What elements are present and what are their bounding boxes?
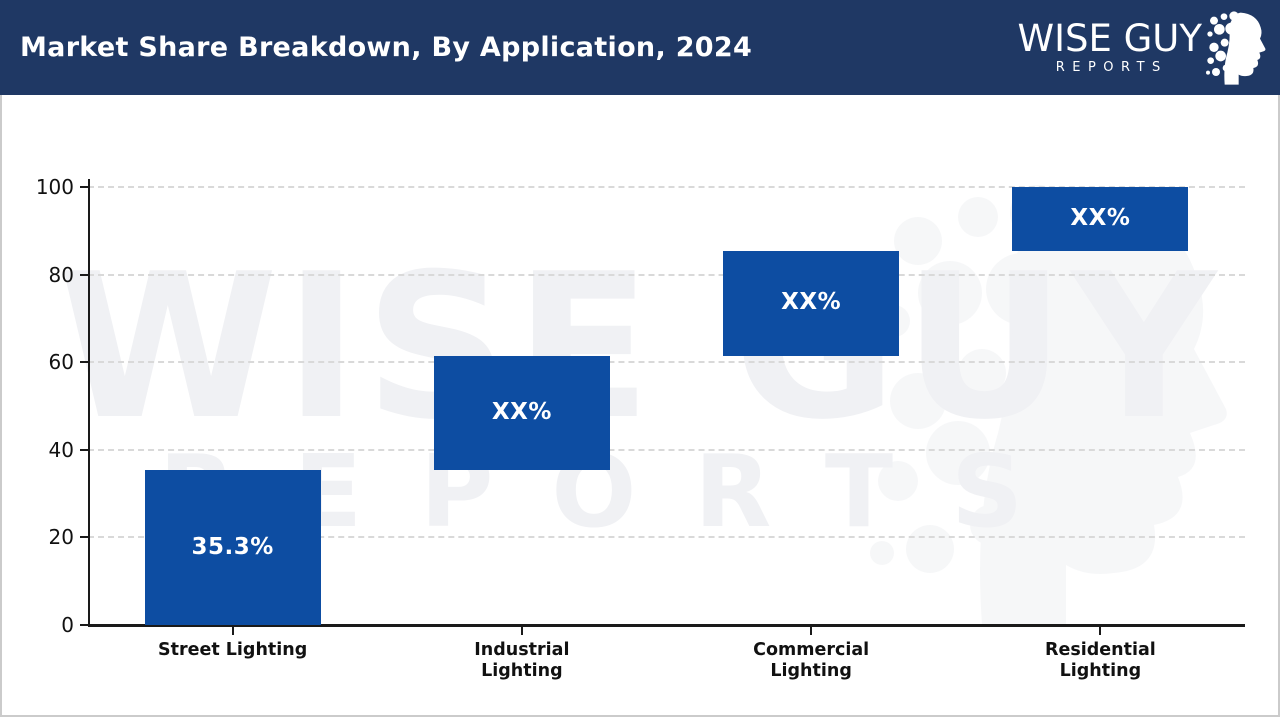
y-tickmark-20 (80, 536, 88, 539)
category-label: Street Lighting (157, 640, 308, 660)
bar-value-label: 35.3% (191, 533, 274, 560)
x-axis-line (88, 624, 1245, 627)
logo-subtext: REPORTS (1055, 60, 1168, 75)
canvas-border-bottom (0, 715, 1280, 717)
y-tickmark-80 (80, 273, 88, 276)
y-tick-label-100: 100 (35, 175, 74, 199)
bar-value-label: XX% (781, 289, 842, 316)
y-tickmark-100 (80, 186, 88, 188)
page-title: Market Share Breakdown, By Application, … (20, 32, 753, 63)
y-tick-label-40: 40 (48, 437, 74, 462)
wiseguy-head-icon (1206, 10, 1266, 85)
gridline-100 (88, 186, 1245, 188)
bar-segment: XX% (1012, 187, 1189, 251)
gridline-40 (88, 448, 1245, 451)
gridline-60 (88, 361, 1245, 364)
y-tick-label-80: 80 (48, 262, 74, 287)
logo-wordmark: WISE GUY (1017, 17, 1202, 60)
bar-value-label: XX% (491, 398, 552, 425)
y-tick-label-20: 20 (48, 525, 74, 550)
bar-segment: 35.3% (144, 470, 321, 625)
canvas-border-left (0, 95, 2, 717)
bar-segment: XX% (723, 250, 900, 356)
gridline-20 (88, 536, 1245, 539)
x-tickmark (520, 627, 523, 635)
y-tickmark-60 (80, 361, 88, 364)
x-tickmark (231, 627, 234, 635)
canvas-border-right (1278, 95, 1280, 717)
y-tickmark-0 (80, 624, 88, 626)
y-tickmark-40 (80, 448, 88, 451)
gridline-80 (88, 273, 1245, 276)
x-tickmark (1099, 627, 1102, 635)
category-label: Residential Lighting (1044, 640, 1156, 682)
logo-text: WISE GUY REPORTS (1018, 20, 1202, 75)
header-bar: Market Share Breakdown, By Application, … (0, 0, 1280, 95)
bar-segment: XX% (433, 355, 610, 471)
x-tickmark (810, 627, 813, 635)
y-tick-label-0: 0 (61, 613, 74, 637)
bar-value-label: XX% (1070, 204, 1131, 231)
y-tick-label-60: 60 (48, 350, 74, 375)
y-axis-line (88, 179, 90, 625)
wiseguy-logo: WISE GUY REPORTS (1018, 10, 1266, 85)
category-label: Commercial Lighting (753, 640, 870, 682)
category-label: Industrial Lighting (474, 640, 570, 682)
